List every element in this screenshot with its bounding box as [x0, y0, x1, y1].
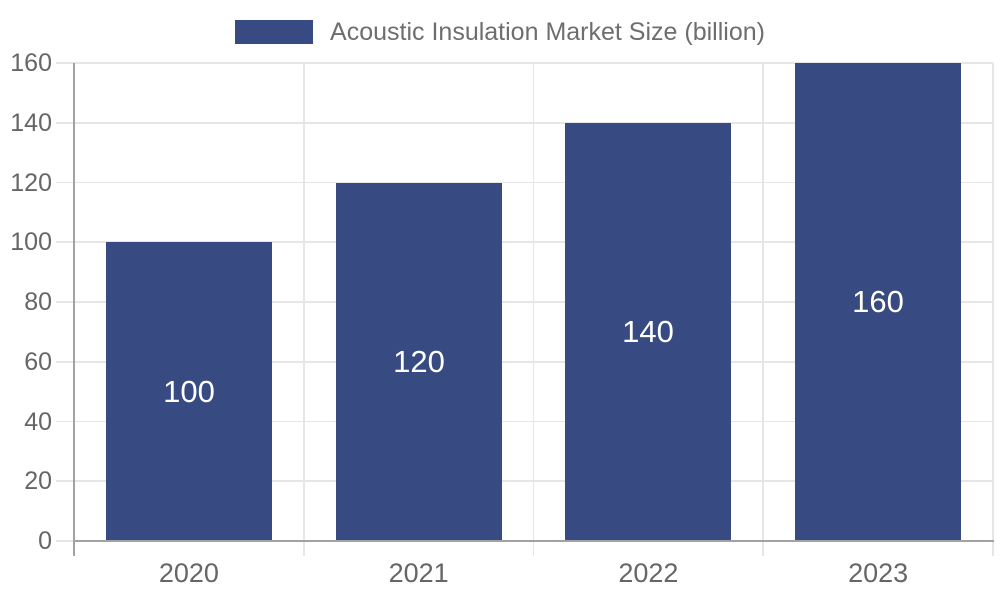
- y-tick-mark: [56, 241, 74, 244]
- legend[interactable]: Acoustic Insulation Market Size (billion…: [0, 13, 1000, 51]
- y-tick-mark: [56, 480, 74, 483]
- y-tick-label: 120: [10, 168, 52, 197]
- bar-value-label: 120: [393, 343, 445, 379]
- y-tick-mark: [56, 121, 74, 124]
- y-tick-mark: [56, 62, 74, 64]
- bar-2021[interactable]: 120: [336, 182, 502, 541]
- x-tick-mark: [302, 541, 305, 556]
- y-tick-mark: [56, 420, 74, 423]
- bar-2022[interactable]: 140: [565, 122, 731, 541]
- legend-label: Acoustic Insulation Market Size (billion…: [330, 17, 765, 46]
- y-tick-mark: [56, 301, 74, 303]
- y-tick-label: 80: [24, 288, 52, 316]
- bar-value-label: 100: [163, 373, 215, 409]
- x-tick-mark: [762, 541, 765, 556]
- y-tick-label: 160: [10, 49, 52, 77]
- bar-2023[interactable]: 160: [795, 63, 961, 541]
- legend-swatch: [235, 20, 314, 44]
- bar-2020[interactable]: 100: [106, 242, 272, 541]
- bar-value-label: 140: [622, 313, 674, 349]
- y-tick-label: 40: [24, 407, 52, 436]
- x-gridline: [762, 63, 765, 541]
- x-gridline: [992, 63, 994, 541]
- x-tick-label-2020: 2020: [158, 558, 219, 588]
- y-tick-mark: [56, 540, 74, 542]
- y-tick-label: 60: [24, 347, 52, 376]
- x-gridline: [302, 63, 305, 541]
- x-tick-label-2023: 2023: [848, 558, 909, 588]
- y-tick-mark: [56, 181, 74, 184]
- x-tick-label-2022: 2022: [618, 558, 679, 588]
- y-tick-label: 20: [24, 467, 52, 496]
- y-tick-label: 0: [38, 527, 52, 555]
- y-axis-line: [73, 63, 75, 556]
- x-tick-mark: [992, 541, 994, 556]
- x-gridline: [532, 63, 535, 541]
- x-tick-mark: [532, 541, 535, 556]
- x-axis-line: [74, 540, 994, 542]
- x-tick-label-2021: 2021: [388, 558, 449, 588]
- y-gridline: [74, 62, 993, 64]
- bar-value-label: 160: [852, 284, 904, 319]
- y-tick-label: 100: [10, 228, 52, 257]
- y-tick-mark: [56, 360, 74, 363]
- y-tick-label: 140: [10, 108, 52, 137]
